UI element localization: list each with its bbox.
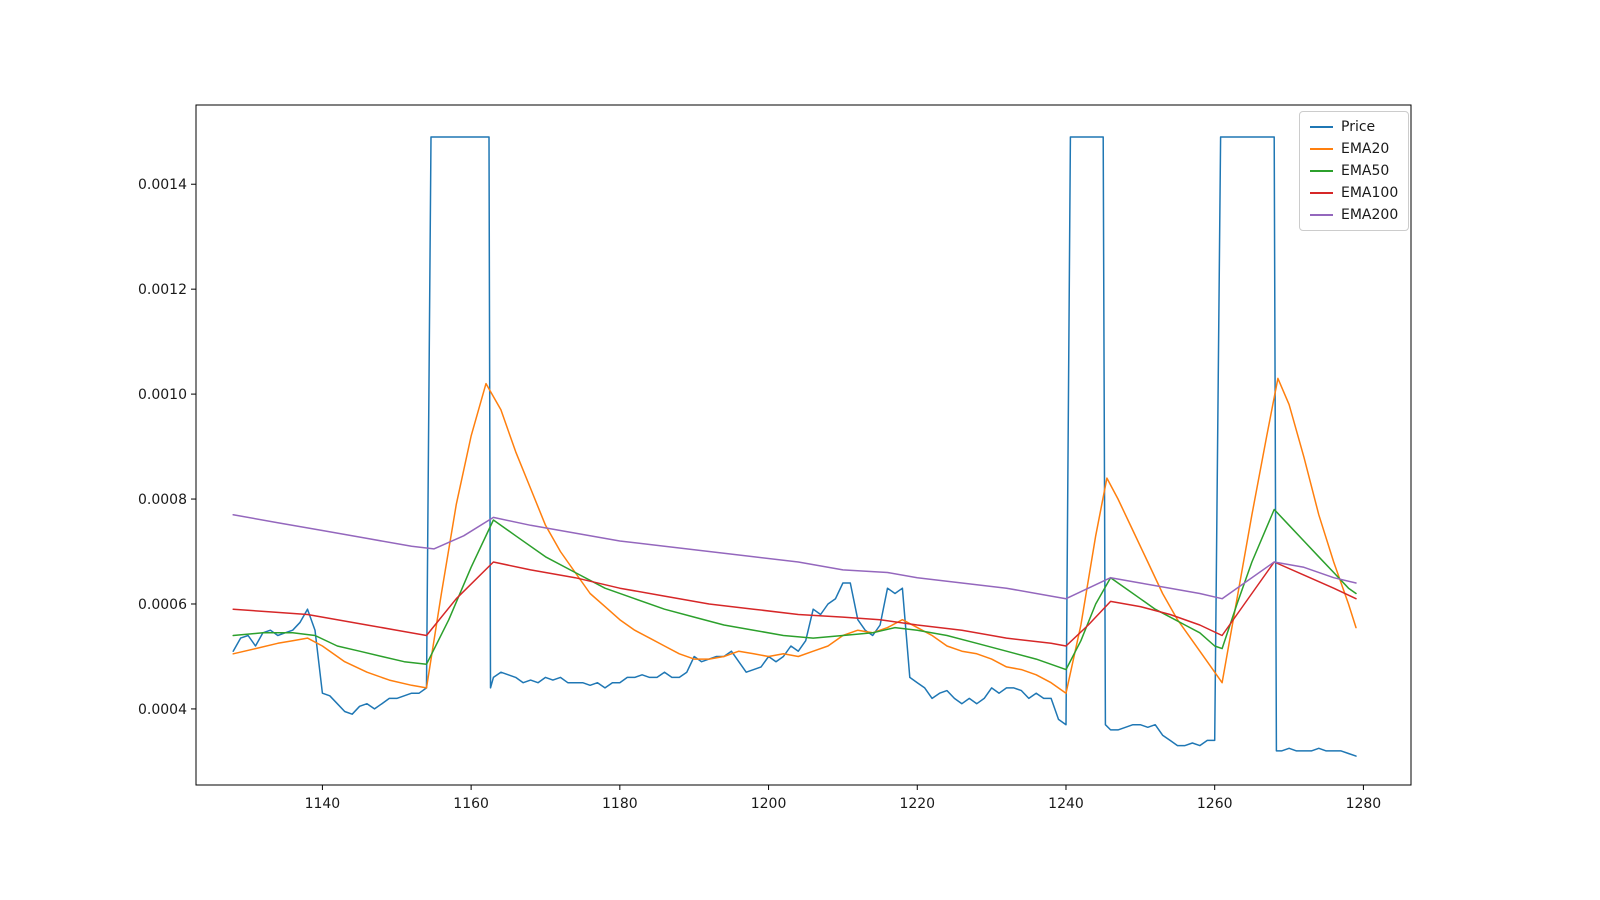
legend-item-ema100: EMA100 [1310,183,1398,203]
x-tick-label: 1200 [751,796,787,812]
x-tick-label: 1280 [1346,796,1382,812]
x-tick-label: 1240 [1048,796,1084,812]
x-tick-label: 1220 [899,796,935,812]
series-line-ema50 [232,508,1357,671]
x-tick-label: 1180 [602,796,638,812]
legend-item-ema20: EMA20 [1310,139,1398,159]
x-tick-label: 1140 [305,796,341,812]
series-line-ema20 [232,377,1357,694]
legend-label-ema20: EMA20 [1341,141,1390,157]
series-line-ema200 [232,514,1357,600]
legend-label-price: Price [1341,119,1376,135]
y-tick-label: 0.0014 [138,177,187,193]
y-tick-label: 0.0012 [138,282,187,298]
legend: Price EMA20 EMA50 EMA100 EMA200 [1299,111,1410,231]
ema20-line-swatch [1310,148,1333,150]
legend-label-ema50: EMA50 [1341,163,1390,179]
legend-label-ema200: EMA200 [1341,207,1399,223]
y-tick-label: 0.0004 [138,702,187,718]
y-tick-label: 0.0010 [138,387,187,403]
plot-border [195,104,1412,786]
ema200-line-swatch [1310,214,1333,216]
y-tick-label: 0.0006 [138,597,187,613]
series-line-price [232,136,1357,757]
legend-item-ema200: EMA200 [1310,205,1398,225]
x-tick-label: 1260 [1197,796,1233,812]
legend-label-ema100: EMA100 [1341,185,1399,201]
legend-item-price: Price [1310,117,1398,137]
price-line-swatch [1310,126,1333,128]
series-line-ema100 [232,561,1357,647]
y-tick-label: 0.0008 [138,492,187,508]
ema50-line-swatch [1310,170,1333,172]
legend-item-ema50: EMA50 [1310,161,1398,181]
ema100-line-swatch [1310,192,1333,194]
x-tick-label: 1160 [453,796,489,812]
